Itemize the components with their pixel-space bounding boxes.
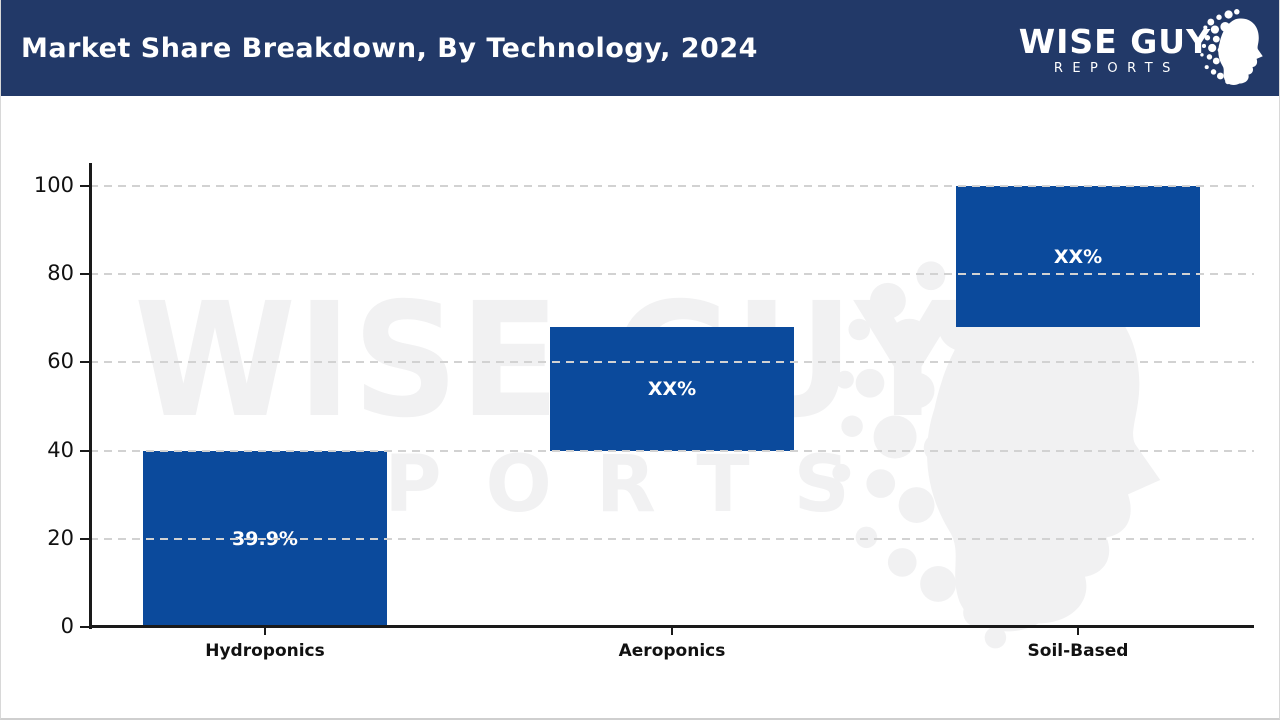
x-category-label-aeroponics: Aeroponics [618,641,726,661]
y-tick-mark [80,537,90,540]
header-bar: Market Share Breakdown, By Technology, 2… [1,0,1279,96]
y-tick-mark [80,626,90,628]
watermark-wiseguy-text: WISE GUY [134,269,962,453]
y-tick-label: 100 [33,173,74,197]
gridline-100 [90,185,1254,187]
y-tick-mark [80,185,90,187]
x-axis-line [89,625,1254,628]
y-tick-label: 0 [60,614,74,638]
x-tick-mark [264,627,266,635]
gridline-60 [90,361,1254,364]
bar-chart: 39.9% XX% XX% 0 20 40 60 80 100 Hydroponics Aeropo… [34,163,1254,661]
gridline-40 [90,449,1254,452]
x-category-label-hydroponics: Hydroponics [205,641,325,661]
y-tick-mark [80,449,90,452]
y-tick-mark [80,273,90,276]
watermark-face-icon [832,232,1161,649]
gridline-80 [90,273,1254,276]
x-tick-mark [1077,627,1079,635]
page-title: Market Share Breakdown, By Technology, 2… [21,32,758,64]
bar-aeroponics: XX% [550,327,794,452]
logo-wiseguy-label: WISE GUY [1018,22,1211,61]
y-tick-label: 80 [47,261,74,286]
logo-face-icon [1200,9,1263,86]
x-tick-mark [671,627,673,635]
y-tick-label: 40 [47,437,74,462]
y-tick-mark [80,361,90,364]
bar-soil-based: XX% [956,186,1200,328]
y-axis-line [89,163,92,629]
x-category-label-soil-based: Soil-Based [1027,641,1129,661]
y-tick-label: 60 [47,349,74,374]
gridline-20 [90,537,1254,540]
logo-reports-label: REPORTS [1053,61,1180,76]
logo-text: WISE GUY REPORTS [1019,25,1211,75]
bar-value-label: XX% [647,378,697,401]
bar-value-label: XX% [1053,245,1103,268]
y-tick-label: 20 [47,525,74,550]
wiseguy-logo: WISE GUY REPORTS [1019,0,1269,96]
